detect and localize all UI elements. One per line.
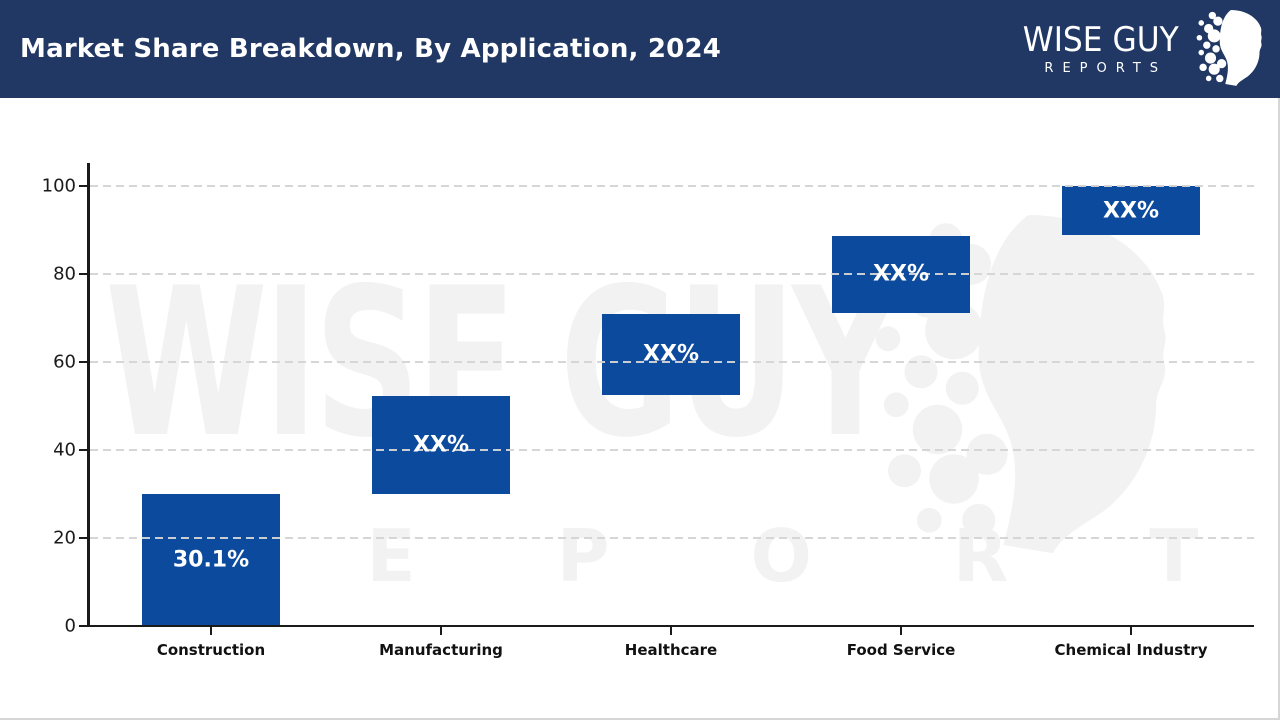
x-tick-manufacturing <box>440 627 442 635</box>
gridline-100 <box>90 185 1254 187</box>
bar-healthcare <box>602 313 740 395</box>
bar-chemical-industry <box>1062 186 1200 236</box>
y-tick-label-20: 20 <box>53 527 76 549</box>
x-tick-food-service <box>900 627 902 635</box>
page-right-border <box>1278 98 1280 720</box>
x-category-label-healthcare: Healthcare <box>624 641 718 659</box>
bar-value-label-food-service: XX% <box>873 261 929 287</box>
face-dots-icon <box>1192 7 1266 91</box>
brand-logo-text: WISE GUY REPORTS <box>1016 23 1186 75</box>
x-tick-construction <box>210 627 212 635</box>
x-category-label-chemical-industry: Chemical Industry <box>1054 641 1208 659</box>
bar-value-label-chemical-industry: XX% <box>1103 198 1159 224</box>
gridline-20 <box>90 537 1254 539</box>
x-axis-line <box>87 624 1254 627</box>
x-tick-healthcare <box>670 627 672 635</box>
bar-value-label-healthcare: XX% <box>643 341 699 367</box>
y-tick-label-80: 80 <box>53 263 76 285</box>
gridline-60 <box>90 361 1254 363</box>
bar-manufacturing <box>372 395 510 494</box>
x-category-label-manufacturing: Manufacturing <box>379 641 503 659</box>
gridline-40 <box>90 449 1254 451</box>
y-tick-40 <box>79 449 88 451</box>
brand-subname: REPORTS <box>1044 61 1168 76</box>
bar-value-label-construction: 30.1% <box>172 547 250 573</box>
y-tick-label-0: 0 <box>64 615 76 637</box>
y-tick-label-40: 40 <box>53 439 76 461</box>
y-axis-line <box>87 163 90 626</box>
watermark-reports-text: R E P O R T S <box>170 514 1280 598</box>
y-tick-label-100: 100 <box>41 175 76 197</box>
y-tick-80 <box>79 273 88 275</box>
x-category-label-food-service: Food Service <box>846 641 956 659</box>
bar-value-label-manufacturing: XX% <box>413 432 469 458</box>
y-tick-0 <box>79 625 88 627</box>
x-tick-chemical-industry <box>1130 627 1132 635</box>
page-bottom-border <box>0 718 1280 720</box>
y-tick-label-60: 60 <box>53 351 76 373</box>
page-title: Market Share Breakdown, By Application, … <box>20 34 722 64</box>
y-tick-60 <box>79 361 88 363</box>
brand-logo: WISE GUY REPORTS <box>1016 7 1280 91</box>
gridline-80 <box>90 273 1254 275</box>
y-tick-100 <box>79 185 88 187</box>
bar-construction <box>142 493 280 626</box>
y-tick-20 <box>79 537 88 539</box>
header-bar: Market Share Breakdown, By Application, … <box>0 0 1280 98</box>
x-category-label-construction: Construction <box>156 641 266 659</box>
brand-name: WISE GUY <box>1023 20 1180 60</box>
